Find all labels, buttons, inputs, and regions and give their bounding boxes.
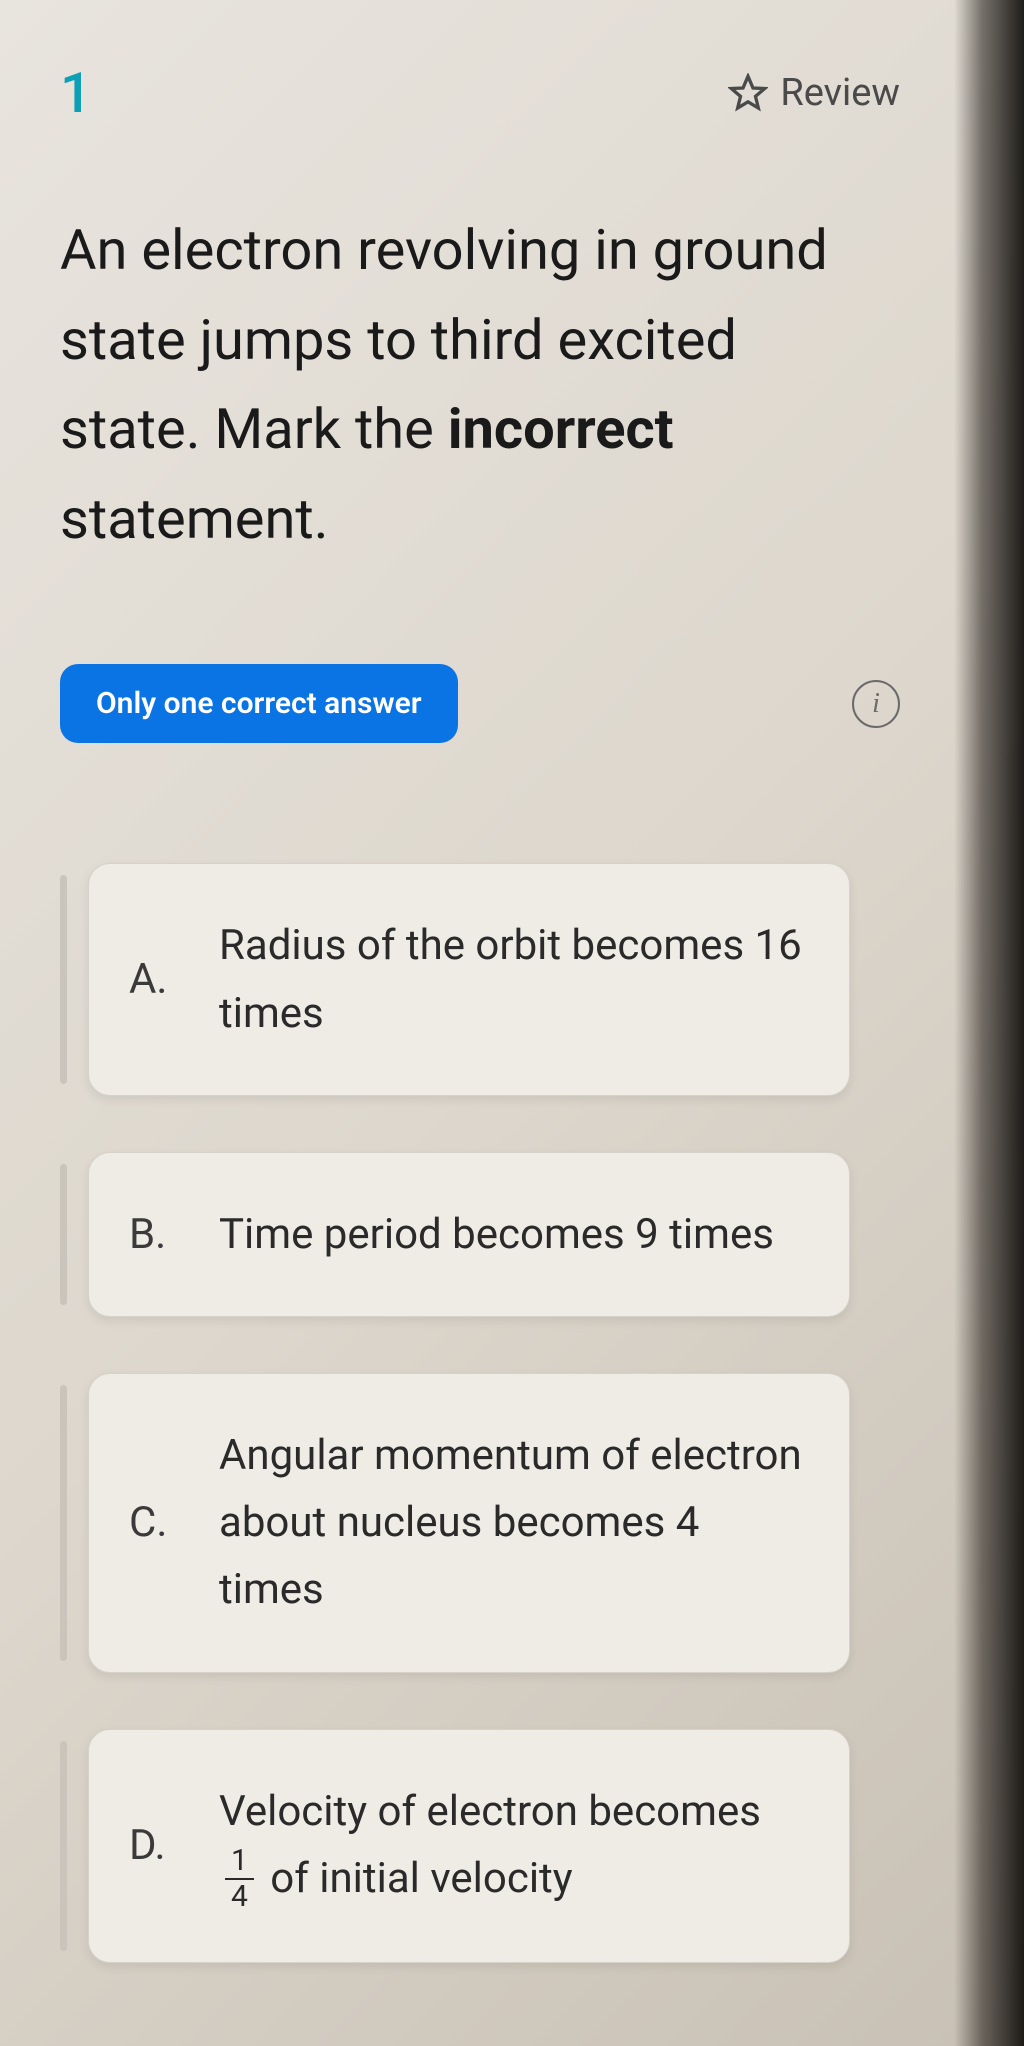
screen-edge-shadow — [954, 0, 1024, 2046]
option-text: Radius of the orbit becomes 16 times — [219, 912, 809, 1046]
option-text: Angular momentum of electron about nucle… — [219, 1422, 809, 1624]
info-glyph: i — [872, 688, 880, 720]
star-icon — [728, 73, 768, 113]
question-number: 1 — [60, 60, 92, 126]
option-card: D. Velocity of electron becomes 14 of in… — [88, 1729, 850, 1963]
question-line-1: An electron revolving in ground — [60, 217, 828, 283]
option-card: C. Angular momentum of electron about nu… — [88, 1373, 850, 1673]
answer-type-badge: Only one correct answer — [60, 664, 458, 743]
question-line-3-bold: incorrect — [448, 396, 674, 462]
option-d-prefix: Velocity of electron becomes — [219, 1787, 761, 1836]
option-accent-bar — [60, 1741, 67, 1951]
question-text: An electron revolving in ground state ju… — [50, 206, 910, 564]
option-c[interactable]: C. Angular momentum of electron about nu… — [60, 1373, 850, 1673]
question-line-2: state jumps to third excited — [60, 307, 737, 373]
question-line-4: statement. — [60, 486, 329, 552]
option-accent-bar — [60, 875, 67, 1083]
info-icon[interactable]: i — [852, 680, 900, 728]
option-letter: D. — [129, 1821, 179, 1870]
badge-row: Only one correct answer i — [50, 664, 910, 743]
option-a[interactable]: A. Radius of the orbit becomes 16 times — [60, 863, 850, 1095]
fraction-numerator: 1 — [225, 1846, 254, 1880]
review-button[interactable]: Review — [728, 71, 900, 115]
question-header: 1 Review — [50, 60, 910, 126]
option-letter: C. — [129, 1498, 179, 1547]
review-label: Review — [780, 71, 900, 115]
option-text: Velocity of electron becomes 14 of initi… — [219, 1778, 809, 1914]
option-d[interactable]: D. Velocity of electron becomes 14 of in… — [60, 1729, 850, 1963]
option-b[interactable]: B. Time period becomes 9 times — [60, 1152, 850, 1317]
option-letter: A. — [129, 955, 179, 1004]
option-card: A. Radius of the orbit becomes 16 times — [88, 863, 850, 1095]
option-text: Time period becomes 9 times — [219, 1201, 774, 1268]
option-accent-bar — [60, 1164, 67, 1305]
fraction-denominator: 4 — [225, 1880, 254, 1912]
question-line-3-prefix: state. Mark the — [60, 396, 448, 462]
option-letter: B. — [129, 1210, 179, 1259]
option-accent-bar — [60, 1385, 67, 1661]
fraction-icon: 14 — [225, 1846, 254, 1912]
option-d-suffix: of initial velocity — [260, 1854, 573, 1903]
option-card: B. Time period becomes 9 times — [88, 1152, 850, 1317]
options-list: A. Radius of the orbit becomes 16 times … — [50, 863, 910, 1962]
